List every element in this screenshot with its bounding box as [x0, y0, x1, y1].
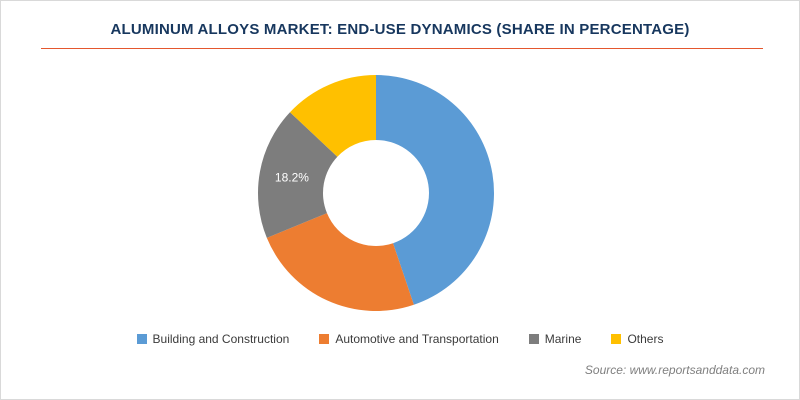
legend-swatch: [528, 334, 539, 344]
legend-item-others: Others: [611, 332, 663, 346]
title-divider: [41, 48, 763, 49]
donut-segment-marine: [258, 112, 338, 238]
legend-swatch: [319, 334, 330, 344]
legend-label: Others: [627, 332, 664, 346]
legend-item-marine: Marine: [528, 332, 582, 346]
legend-label: Building and Construction: [152, 332, 290, 346]
source-credit: Source: www.reportsanddata.com: [584, 363, 765, 377]
legend-label: Automotive and Transportation: [335, 332, 499, 346]
chart-title: ALUMINUM ALLOYS MARKET: END-USE DYNAMICS…: [110, 21, 690, 38]
legend: Building and Construction Automotive and …: [1, 332, 799, 346]
legend-swatch: [136, 334, 147, 344]
donut-segment-automotive-and-transportation: [266, 213, 414, 311]
segment-data-label: 18.2%: [275, 171, 309, 185]
legend-item-automotive-and-transportation: Automotive and Transportation: [319, 332, 499, 346]
legend-item-building-and-construction: Building and Construction: [136, 332, 290, 346]
legend-swatch: [611, 334, 622, 344]
legend-label: Marine: [544, 332, 582, 346]
donut-segment-building-and-construction: [376, 75, 494, 305]
donut-segment-others: [289, 75, 376, 157]
